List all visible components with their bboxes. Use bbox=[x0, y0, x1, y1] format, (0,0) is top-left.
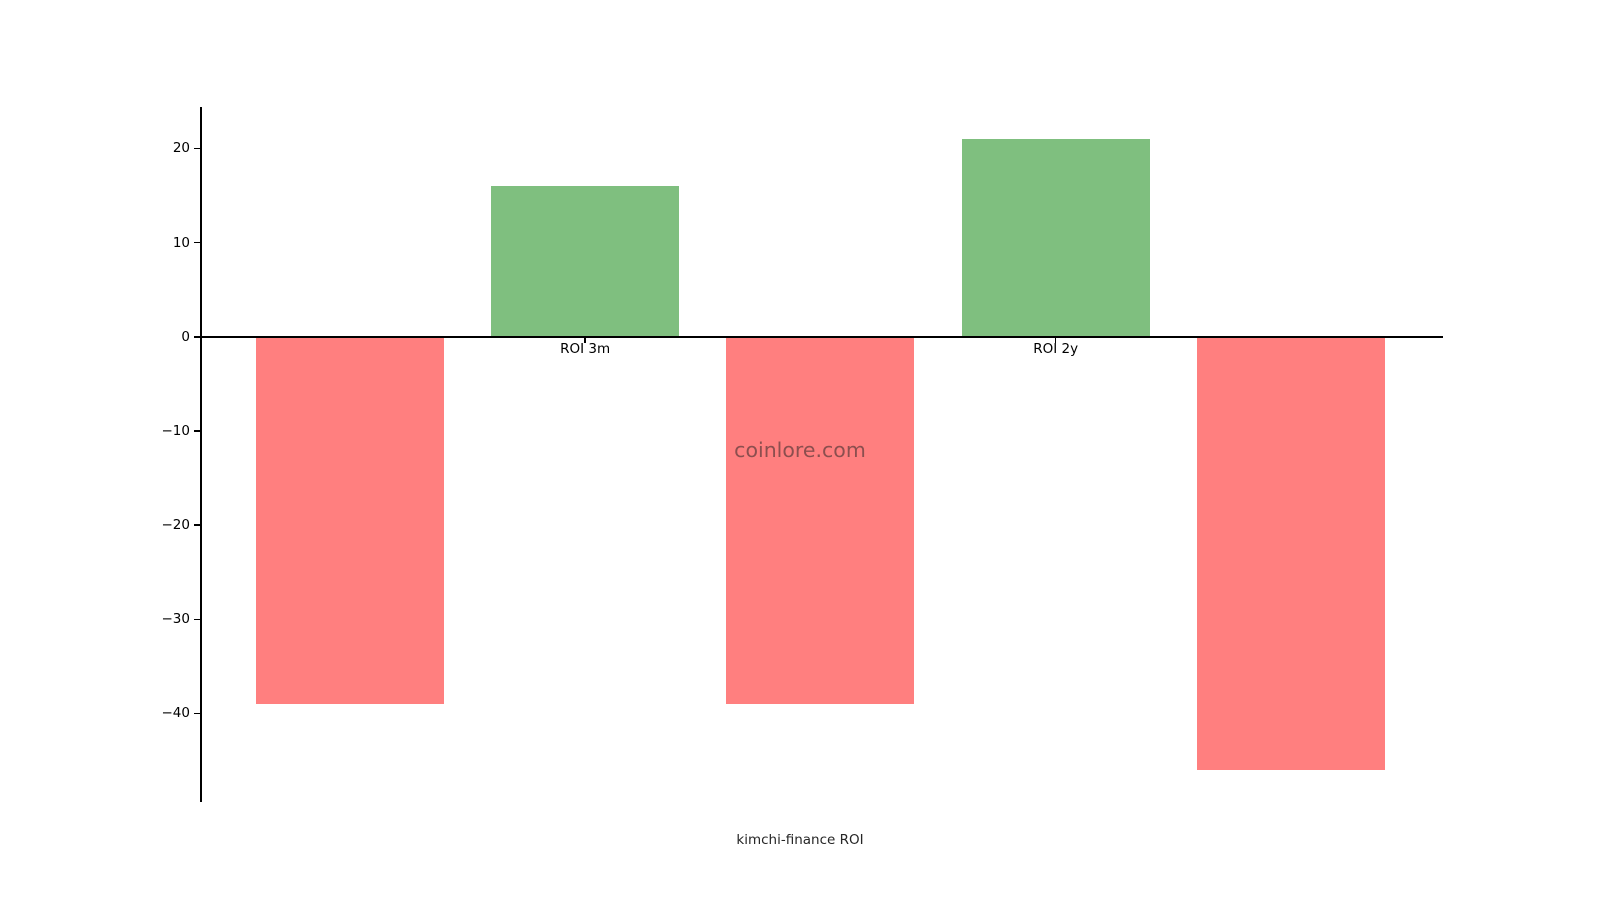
y-tick-label: −40 bbox=[161, 705, 191, 722]
y-tick-mark bbox=[194, 524, 200, 526]
x-axis-line bbox=[200, 336, 1443, 338]
chart-title: kimchi-finance ROI bbox=[736, 832, 864, 848]
x-tick-mark bbox=[1054, 336, 1057, 343]
y-tick-mark bbox=[194, 618, 200, 621]
y-tick-mark bbox=[194, 147, 200, 150]
x-tick-label: ROI 2y bbox=[1033, 340, 1079, 357]
y-tick-mark bbox=[194, 712, 200, 715]
y-tick-label: 10 bbox=[172, 234, 190, 251]
bar-4 bbox=[1196, 336, 1385, 770]
bar-2 bbox=[726, 336, 915, 705]
watermark-text: coinlore.com bbox=[734, 438, 866, 462]
y-tick-mark bbox=[194, 336, 200, 338]
y-tick-label: −20 bbox=[161, 517, 191, 534]
bar-1 bbox=[491, 186, 680, 337]
y-tick-label: 20 bbox=[172, 140, 190, 157]
bar-3 bbox=[961, 139, 1150, 337]
x-tick-mark bbox=[584, 336, 586, 343]
y-axis-spine bbox=[200, 107, 202, 802]
bar-0 bbox=[255, 336, 444, 705]
x-tick-label: ROI 3m bbox=[560, 340, 611, 357]
y-tick-label: −10 bbox=[161, 422, 191, 439]
y-tick-mark bbox=[194, 241, 200, 244]
y-tick-label: 0 bbox=[181, 328, 190, 345]
y-tick-label: −30 bbox=[161, 611, 191, 628]
y-tick-mark bbox=[194, 430, 200, 432]
